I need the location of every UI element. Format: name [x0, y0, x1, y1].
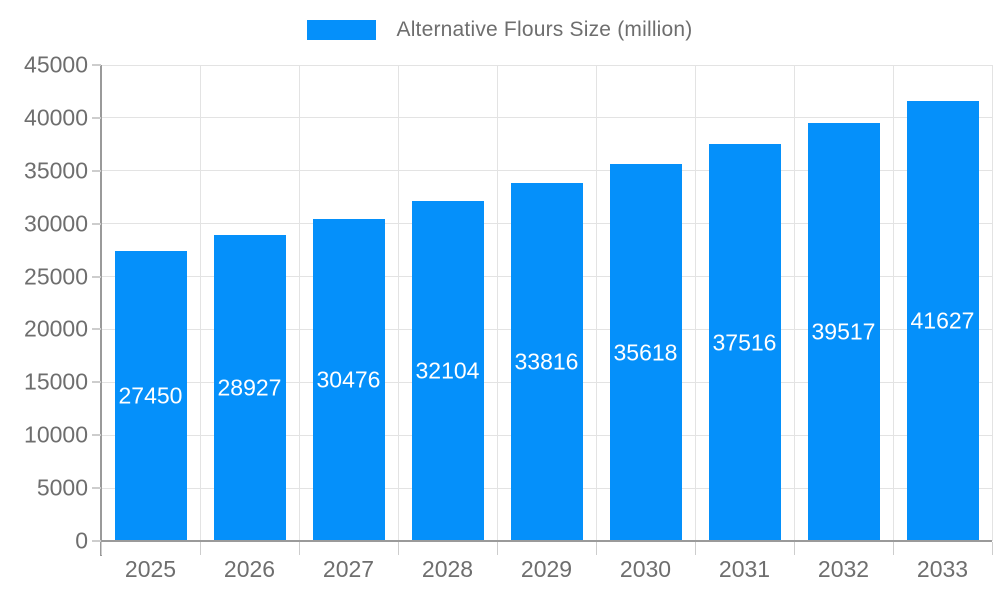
- x-tick-label: 2028: [421, 556, 474, 582]
- y-tick-label: 10000: [24, 421, 88, 448]
- y-tick-label: 5000: [36, 474, 88, 501]
- y-tick-label: 25000: [24, 263, 88, 290]
- legend-label: Alternative Flours Size (million): [396, 18, 693, 41]
- x-tick-label: 2033: [916, 556, 969, 582]
- x-tick-mark: [694, 542, 696, 555]
- bar-2027: 30476: [312, 218, 385, 541]
- plot-area: 27450 28927 30476 32104 33816 35618 37516 39517…: [101, 64, 993, 541]
- x-tick-mark: [793, 542, 795, 555]
- y-tick-label: 30000: [24, 210, 88, 237]
- x-tick-mark: [298, 542, 300, 555]
- bar-2028: 32104: [411, 201, 484, 541]
- x-tick-mark: [100, 542, 102, 555]
- v-gridline: [595, 65, 597, 541]
- bar-2032: 39517: [807, 123, 880, 541]
- h-gridline: [101, 170, 992, 172]
- bar-2031: 37516: [708, 144, 781, 541]
- x-tick-label: 2027: [322, 556, 375, 582]
- y-tick-label: 40000: [24, 104, 88, 131]
- v-gridline: [892, 65, 894, 541]
- y-tick-label: 0: [75, 527, 88, 554]
- y-axis-line: [100, 65, 102, 556]
- bar-value-label: 27450: [118, 382, 183, 409]
- v-gridline: [991, 65, 993, 541]
- bar-2030: 35618: [609, 164, 682, 541]
- x-tick-label: 2032: [817, 556, 870, 582]
- y-tick-mark: [92, 116, 101, 119]
- y-tick-mark: [92, 434, 101, 437]
- v-gridline: [397, 65, 399, 541]
- x-tick-label: 2026: [223, 556, 276, 582]
- bar-2033: 41627: [906, 100, 979, 541]
- bar-value-label: 30476: [316, 366, 381, 393]
- legend-swatch: [307, 20, 377, 40]
- bar-value-label: 35618: [613, 339, 678, 366]
- v-gridline: [694, 65, 696, 541]
- y-tick-mark: [92, 222, 101, 225]
- y-tick-mark: [92, 328, 101, 331]
- bar-2026: 28927: [213, 235, 286, 541]
- bar-2025: 27450: [114, 250, 187, 541]
- y-tick-mark: [92, 381, 101, 384]
- y-tick-mark: [92, 275, 101, 278]
- x-axis-line: [101, 540, 992, 542]
- y-tick-mark: [92, 169, 101, 172]
- bar-value-label: 39517: [811, 318, 876, 345]
- x-tick-mark: [991, 542, 993, 555]
- y-tick-mark: [92, 487, 101, 490]
- bar-2029: 33816: [510, 183, 583, 541]
- v-gridline: [298, 65, 300, 541]
- v-gridline: [793, 65, 795, 541]
- x-tick-label: 2030: [619, 556, 672, 582]
- bar-value-label: 37516: [712, 329, 777, 356]
- bar-value-label: 28927: [217, 374, 282, 401]
- x-tick-label: 2025: [124, 556, 177, 582]
- h-gridline: [101, 117, 992, 119]
- x-tick-mark: [397, 542, 399, 555]
- y-tick-label: 15000: [24, 368, 88, 395]
- y-tick-label: 20000: [24, 315, 88, 342]
- bar-value-label: 33816: [514, 348, 579, 375]
- x-tick-mark: [595, 542, 597, 555]
- bar-value-label: 41627: [910, 307, 975, 334]
- x-tick-label: 2029: [520, 556, 573, 582]
- v-gridline: [496, 65, 498, 541]
- y-tick-label: 35000: [24, 157, 88, 184]
- h-gridline: [101, 64, 992, 66]
- y-tick-mark: [92, 64, 101, 66]
- x-tick-mark: [496, 542, 498, 555]
- bar-value-label: 32104: [415, 357, 480, 384]
- y-tick-mark: [92, 540, 101, 542]
- x-tick-mark: [892, 542, 894, 555]
- y-tick-label: 45000: [24, 51, 88, 78]
- v-gridline: [199, 65, 201, 541]
- legend[interactable]: Alternative Flours Size (million): [0, 18, 1000, 42]
- x-tick-mark: [199, 542, 201, 555]
- x-tick-label: 2031: [718, 556, 771, 582]
